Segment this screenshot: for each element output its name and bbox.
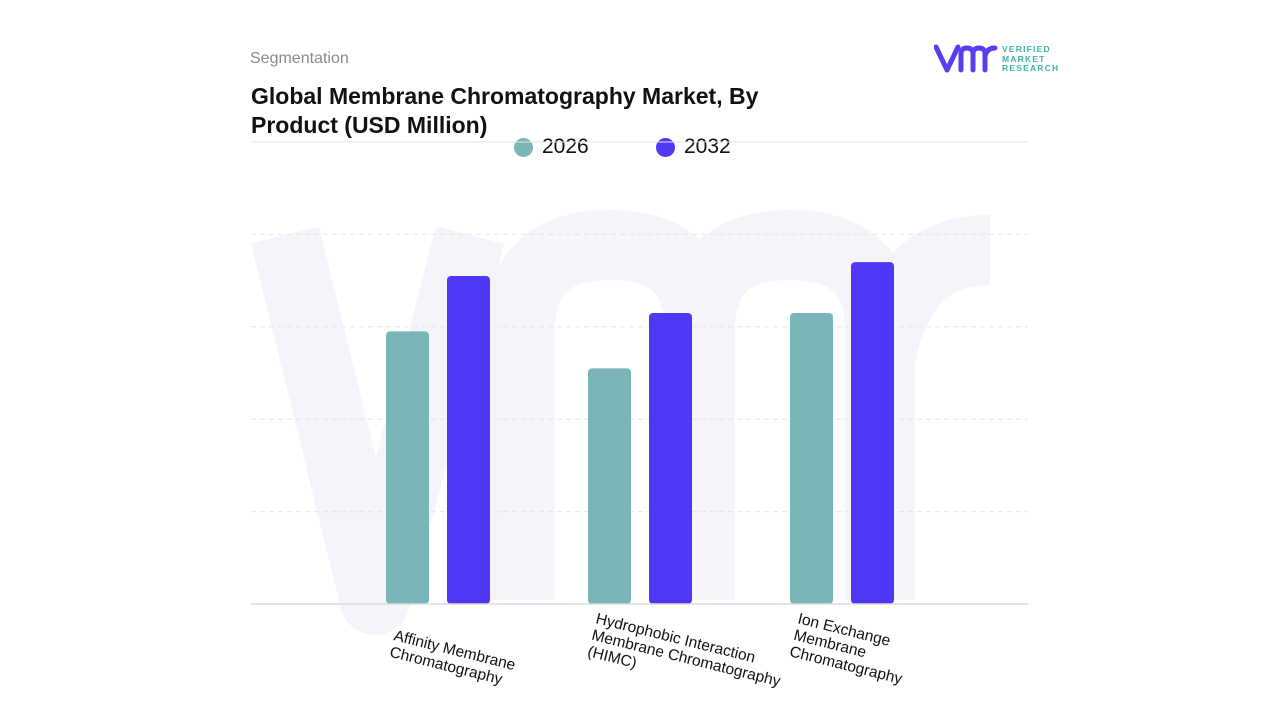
logo-line-research: RESEARCH — [1002, 63, 1060, 73]
bar-2026-1 — [386, 331, 429, 604]
chart-title-line-2: Product (USD Million) — [251, 112, 488, 138]
category-label-1: Affinity MembraneChromatography — [388, 627, 517, 690]
chart-title-line-1: Global Membrane Chromatography Market, B… — [251, 83, 759, 109]
vmr-watermark-icon — [251, 209, 992, 635]
bar-2026-2 — [588, 368, 631, 604]
chart-bars — [386, 262, 894, 604]
vmr-logo-text: VERIFIED MARKET RESEARCH — [1002, 44, 1060, 74]
bar-2032-2 — [649, 312, 692, 604]
bar-2032-3 — [851, 262, 894, 604]
bar-2032-1 — [447, 275, 490, 604]
category-label-2: Hydrophobic InteractionMembrane Chromato… — [586, 610, 787, 706]
category-labels: Affinity MembraneChromatography Hydrophob… — [388, 610, 913, 706]
chart-gridlines — [251, 141, 1028, 513]
legend-label-2032: 2032 — [684, 135, 731, 158]
logo-line-market: MARKET — [1002, 53, 1046, 64]
chart-title: Global Membrane Chromatography Market, B… — [251, 82, 811, 140]
bar-2026-3 — [790, 312, 833, 604]
category-label-3: Ion ExchangeMembraneChromatography — [788, 610, 913, 687]
segmentation-label: Segmentation — [250, 50, 349, 67]
legend-label-2026: 2026 — [542, 135, 589, 158]
vmr-logo: VERIFIED MARKET RESEARCH — [933, 44, 1064, 78]
logo-line-verified: VERIFIED — [1002, 44, 1051, 54]
vmr-logo-mark-icon — [933, 44, 998, 73]
